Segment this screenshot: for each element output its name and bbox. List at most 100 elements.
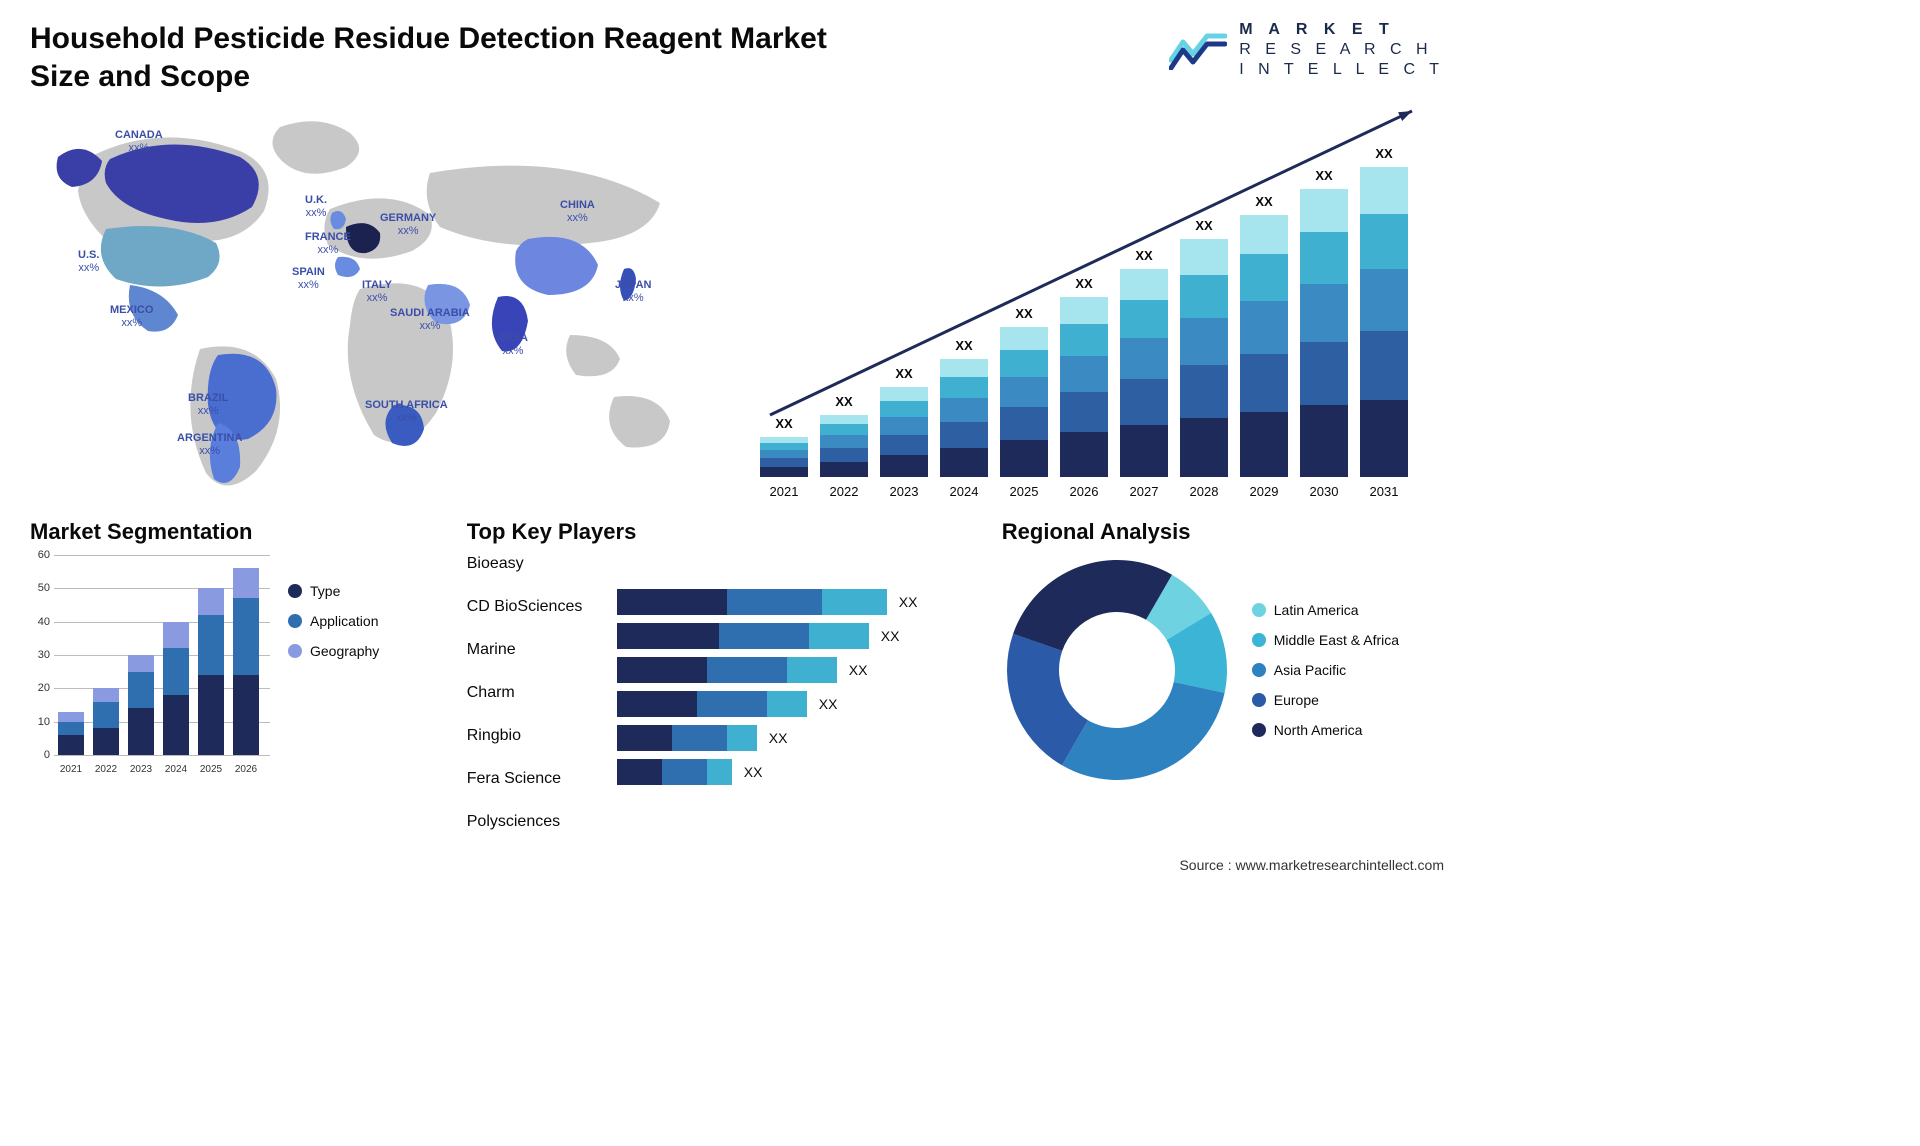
tkp-name-marine: Marine	[467, 641, 607, 675]
tkp-bar-charm: XX	[617, 657, 978, 683]
tkp-name-charm: Charm	[467, 684, 607, 718]
tkp-name-cd-biosciences: CD BioSciences	[467, 598, 607, 632]
forecast-bar-2030	[1300, 137, 1348, 477]
seg-xlabel-2021: 2021	[58, 764, 84, 775]
forecast-xlabel-2028: 2028	[1180, 484, 1228, 499]
tkp-bar-fera-science: XX	[617, 725, 978, 751]
tkp-name-polysciences: Polysciences	[467, 813, 607, 847]
top-key-players-bars: XXXXXXXXXXXX	[617, 555, 978, 805]
forecast-value-2021: XX	[760, 416, 808, 431]
donut-slice-north-america	[1013, 560, 1172, 651]
ra-legend-europe: Europe	[1252, 692, 1399, 708]
tkp-bar-ringbio: XX	[617, 691, 978, 717]
seg-ytick-20: 20	[38, 682, 50, 694]
source-attribution: Source : www.marketresearchintellect.com	[1179, 857, 1444, 873]
tkp-name-bioeasy: Bioeasy	[467, 555, 607, 589]
forecast-bar-2022	[820, 137, 868, 477]
segmentation-chart: 0102030405060202120222023202420252026	[30, 555, 270, 775]
segmentation-title: Market Segmentation	[30, 519, 443, 545]
tkp-name-fera-science: Fera Science	[467, 770, 607, 804]
top-key-players-names: BioeasyCD BioSciencesMarineCharmRingbioF…	[467, 555, 607, 847]
regional-analysis-panel: Regional Analysis Latin America Middle Ea…	[1002, 519, 1444, 847]
forecast-bar-2027	[1120, 137, 1168, 477]
ra-legend-north-america: North America	[1252, 722, 1399, 738]
forecast-chart: 2021XX2022XX2023XX2024XX2025XX2026XX2027…	[760, 109, 1420, 499]
map-label-france: FRANCExx%	[305, 231, 351, 256]
seg-bar-2026	[233, 568, 259, 755]
tkp-bar-bioeasy	[617, 555, 978, 581]
brand-logo-line2: R E S E A R C H	[1239, 40, 1444, 60]
forecast-value-2026: XX	[1060, 276, 1108, 291]
market-segmentation-panel: Market Segmentation 01020304050602021202…	[30, 519, 443, 847]
seg-bar-2023	[128, 655, 154, 755]
map-label-argentina: ARGENTINAxx%	[177, 432, 242, 457]
top-key-players-title: Top Key Players	[467, 519, 978, 545]
seg-ytick-60: 60	[38, 549, 50, 561]
seg-legend-type: Type	[288, 583, 379, 599]
top-key-players-panel: Top Key Players Bioeasy CD BioSciences Mar…	[467, 519, 978, 847]
seg-bar-2024	[163, 622, 189, 755]
map-label-italy: ITALYxx%	[362, 279, 392, 304]
map-label-brazil: BRAZILxx%	[188, 392, 228, 417]
page-title: Household Pesticide Residue Detection Re…	[30, 20, 850, 95]
brand-logo-mark-icon	[1169, 30, 1227, 70]
map-label-south-africa: SOUTH AFRICAxx%	[365, 399, 448, 424]
tkp-bar-cd-biosciences: XX	[617, 589, 978, 615]
seg-ytick-0: 0	[44, 749, 50, 761]
map-label-u-k-: U.K.xx%	[305, 194, 327, 219]
brand-logo-line1: M A R K E T	[1239, 20, 1444, 40]
seg-bar-2025	[198, 588, 224, 755]
forecast-xlabel-2026: 2026	[1060, 484, 1108, 499]
seg-legend-application: Application	[288, 613, 379, 629]
seg-bar-2021	[58, 712, 84, 755]
seg-xlabel-2022: 2022	[93, 764, 119, 775]
seg-legend-geography: Geography	[288, 643, 379, 659]
map-label-india: INDIAxx%	[498, 332, 528, 357]
seg-xlabel-2023: 2023	[128, 764, 154, 775]
world-map: CANADAxx% U.S.xx% MEXICOxx% BRAZILxx% ARGENT…	[30, 109, 730, 499]
map-label-spain: SPAINxx%	[292, 266, 325, 291]
forecast-xlabel-2030: 2030	[1300, 484, 1348, 499]
map-label-canada: CANADAxx%	[115, 129, 163, 154]
forecast-xlabel-2023: 2023	[880, 484, 928, 499]
forecast-bar-2029	[1240, 137, 1288, 477]
ra-legend-middle-east-africa: Middle East & Africa	[1252, 632, 1399, 648]
tkp-bar-polysciences: XX	[617, 759, 978, 785]
regional-donut	[1002, 555, 1232, 785]
seg-xlabel-2026: 2026	[233, 764, 259, 775]
seg-ytick-30: 30	[38, 649, 50, 661]
regional-legend: Latin America Middle East & Africa Asia Pa…	[1252, 602, 1399, 738]
forecast-bar-2026	[1060, 137, 1108, 477]
forecast-value-2030: XX	[1300, 168, 1348, 183]
forecast-value-2031: XX	[1360, 146, 1408, 161]
segmentation-legend: Type Application Geography	[288, 583, 379, 775]
forecast-xlabel-2027: 2027	[1120, 484, 1168, 499]
ra-legend-latin-america: Latin America	[1252, 602, 1399, 618]
map-label-china: CHINAxx%	[560, 199, 595, 224]
forecast-bar-2024	[940, 137, 988, 477]
forecast-value-2023: XX	[880, 366, 928, 381]
forecast-value-2028: XX	[1180, 218, 1228, 233]
seg-ytick-50: 50	[38, 582, 50, 594]
seg-bar-2022	[93, 688, 119, 755]
map-label-germany: GERMANYxx%	[380, 212, 436, 237]
forecast-bar-2028	[1180, 137, 1228, 477]
forecast-value-2029: XX	[1240, 194, 1288, 209]
forecast-value-2025: XX	[1000, 306, 1048, 321]
regional-analysis-title: Regional Analysis	[1002, 519, 1444, 545]
seg-xlabel-2025: 2025	[198, 764, 224, 775]
seg-ytick-40: 40	[38, 616, 50, 628]
donut-slice-asia-pacific	[1062, 682, 1225, 780]
ra-legend-asia-pacific: Asia Pacific	[1252, 662, 1399, 678]
seg-xlabel-2024: 2024	[163, 764, 189, 775]
map-label-japan: JAPANxx%	[615, 279, 651, 304]
forecast-value-2027: XX	[1120, 248, 1168, 263]
forecast-value-2024: XX	[940, 338, 988, 353]
map-label-mexico: MEXICOxx%	[110, 304, 153, 329]
forecast-bar-2031	[1360, 137, 1408, 477]
map-label-u-s-: U.S.xx%	[78, 249, 99, 274]
forecast-value-2022: XX	[820, 394, 868, 409]
forecast-xlabel-2029: 2029	[1240, 484, 1288, 499]
map-label-saudi-arabia: SAUDI ARABIAxx%	[390, 307, 470, 332]
forecast-xlabel-2021: 2021	[760, 484, 808, 499]
